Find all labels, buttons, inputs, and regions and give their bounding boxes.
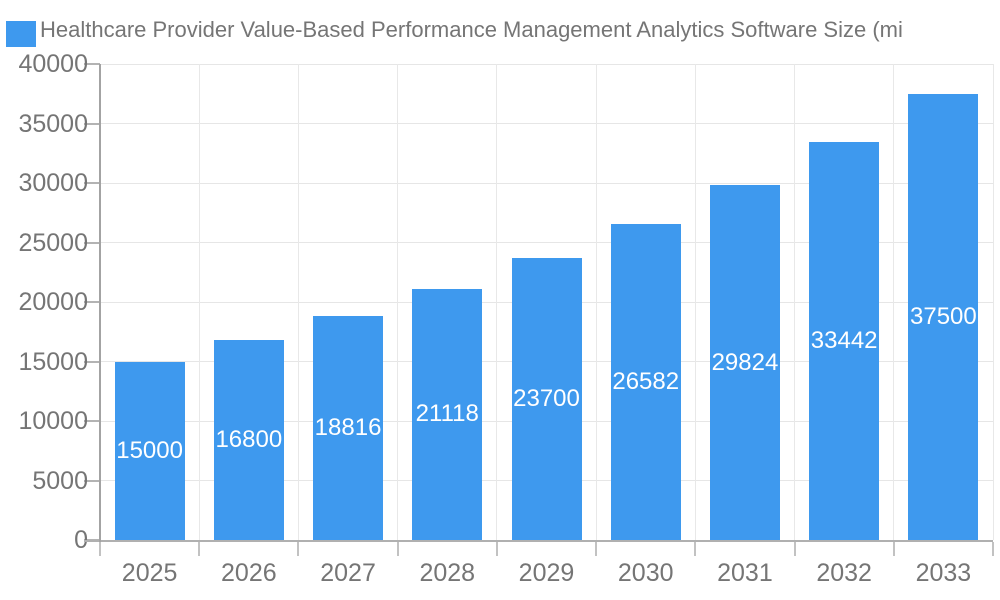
x-axis-tick: [694, 542, 697, 556]
y-axis-label: 40000: [18, 50, 88, 78]
bar-2028[interactable]: 21118: [412, 288, 483, 540]
x-axis-tick: [992, 542, 994, 556]
x-gridline: [992, 64, 994, 540]
x-axis-tick: [595, 542, 598, 556]
y-axis-tick: [84, 63, 100, 65]
legend-swatch-icon: [6, 21, 36, 47]
y-axis-tick: [84, 301, 100, 303]
y-axis-tick: [84, 122, 100, 125]
y-axis-label: 0: [74, 526, 88, 554]
y-axis-tick: [84, 182, 100, 184]
bar-2030[interactable]: 26582: [610, 223, 681, 540]
bar-value-label: 16800: [215, 426, 283, 454]
y-axis-tick: [84, 479, 100, 482]
x-gridline: [893, 64, 895, 540]
x-gridline: [694, 64, 696, 540]
bar-2025[interactable]: 15000: [114, 361, 185, 540]
bar-value-label: 33442: [810, 327, 878, 354]
legend: Healthcare Provider Value-Based Performa…: [0, 0, 1000, 52]
x-axis-label-2029: 2029: [518, 559, 575, 587]
x-gridline: [794, 64, 796, 540]
x-gridline: [496, 64, 498, 540]
x-axis-tick: [396, 542, 399, 556]
bar-2029[interactable]: 23700: [511, 257, 582, 540]
bar-2031[interactable]: 29824: [709, 185, 780, 540]
y-axis-label: 20000: [18, 288, 88, 316]
y-gridline: [100, 182, 993, 184]
x-axis-label-2031: 2031: [717, 559, 773, 587]
x-axis-label-2028: 2028: [419, 559, 476, 587]
x-gridline: [397, 64, 399, 540]
y-axis-label: 35000: [18, 109, 88, 138]
bar-value-label: 29824: [711, 348, 779, 376]
x-axis-label-2027: 2027: [320, 559, 376, 587]
x-axis-tick: [892, 542, 895, 556]
y-axis-tick: [84, 360, 100, 363]
bar-value-label: 26582: [612, 367, 680, 395]
y-axis-label: 30000: [18, 169, 88, 197]
y-axis-label: 25000: [18, 228, 88, 257]
y-gridline: [100, 63, 993, 65]
bar-2027[interactable]: 18816: [313, 316, 384, 540]
bar-value-label: 37500: [910, 302, 977, 330]
x-axis-label-2025: 2025: [121, 559, 178, 587]
bar-value-label: 21118: [415, 400, 479, 428]
x-axis-tick: [495, 542, 498, 556]
x-axis-line: [84, 540, 993, 542]
y-gridline: [100, 242, 993, 243]
x-axis-tick: [297, 542, 300, 556]
bar-2033[interactable]: 37500: [908, 93, 979, 540]
x-axis-label-2030: 2030: [617, 559, 674, 587]
bar-2026[interactable]: 16800: [213, 340, 284, 540]
y-axis-tick: [84, 420, 100, 422]
x-axis-tick: [198, 542, 201, 556]
x-axis-label-2032: 2032: [816, 559, 872, 587]
x-axis-tick: [793, 542, 796, 556]
bar-2032[interactable]: 33442: [809, 142, 880, 540]
y-axis-line: [99, 64, 101, 556]
bar-value-label: 15000: [116, 436, 183, 464]
bar-value-label: 23700: [513, 384, 580, 412]
y-axis-label: 10000: [18, 407, 88, 435]
y-axis-tick: [84, 241, 100, 244]
bar-value-label: 18816: [314, 414, 382, 442]
x-axis-label-2033: 2033: [915, 559, 972, 587]
x-axis-tick: [99, 542, 101, 556]
x-gridline: [297, 64, 299, 540]
y-axis-label: 15000: [18, 347, 88, 376]
x-gridline: [595, 64, 597, 540]
legend-series-label: Healthcare Provider Value-Based Performa…: [40, 17, 903, 42]
x-axis-label-2026: 2026: [221, 559, 277, 587]
y-gridline: [100, 123, 993, 124]
y-axis-label: 5000: [32, 466, 88, 495]
x-gridline: [198, 64, 200, 540]
